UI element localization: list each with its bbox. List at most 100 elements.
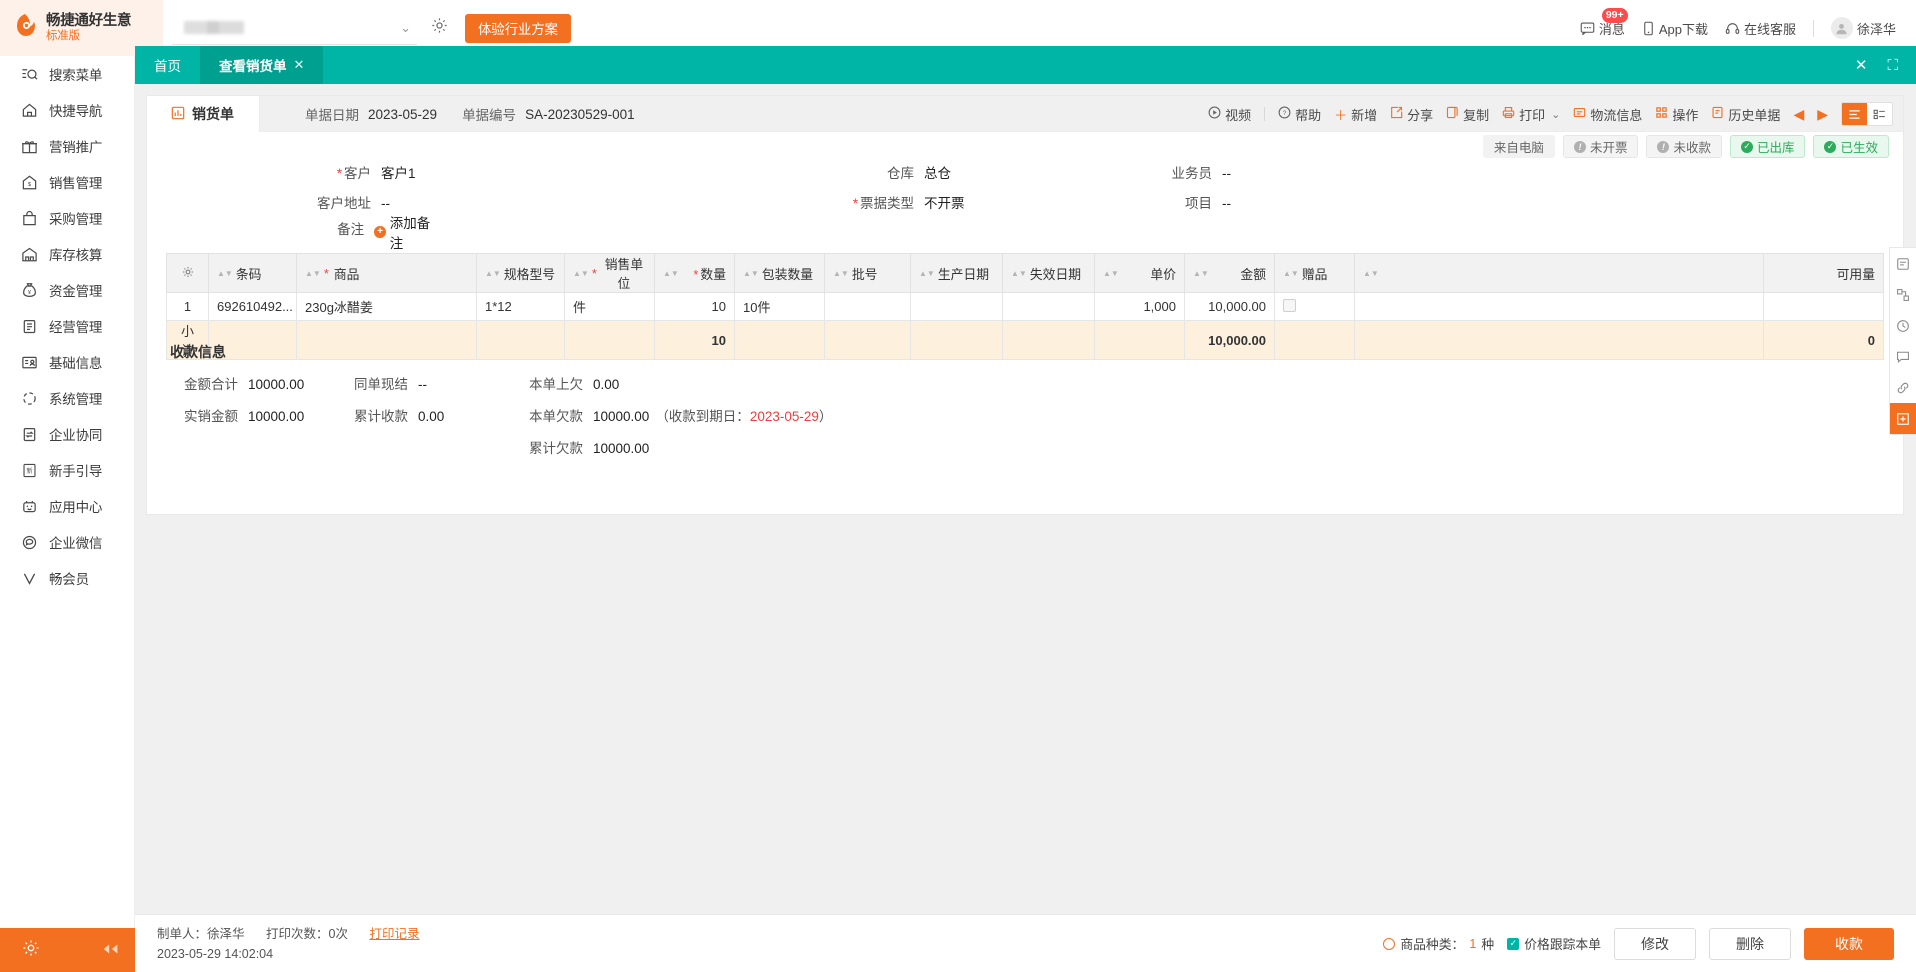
logistics-button[interactable]: 物流信息	[1573, 105, 1642, 124]
column-header-product[interactable]: ▲▼ * 商品	[296, 253, 477, 293]
trial-industry-solution-button[interactable]: 体验行业方案	[465, 13, 571, 43]
cell-barcode[interactable]: 692610492...	[208, 292, 297, 321]
clock-icon[interactable]	[1890, 310, 1916, 341]
sidebar-item-collaboration[interactable]: 企业协同	[0, 416, 134, 452]
column-header-spec[interactable]: ▲▼ 规格型号	[476, 253, 565, 293]
sidebar-item-purchase[interactable]: 采购管理	[0, 200, 134, 236]
sort-icon[interactable]: ▲▼	[1011, 268, 1027, 278]
prev-document-icon[interactable]: ◀	[1793, 105, 1805, 122]
messages-entry[interactable]: 消息 99+	[1580, 7, 1628, 38]
delete-button[interactable]: 删除	[1709, 927, 1791, 960]
tab-view-sales-order[interactable]: 查看销货单 ✕	[200, 46, 324, 84]
invoice-type-field[interactable]: * 票据类型 不开票	[442, 192, 1082, 212]
modify-button[interactable]: 修改	[1614, 927, 1696, 960]
user-menu[interactable]: 徐泽华	[1830, 17, 1896, 39]
column-header-batch[interactable]: ▲▼ 批号	[824, 253, 911, 293]
cell-product[interactable]: 230g冰醋姜	[296, 292, 477, 321]
sidebar-item-operations[interactable]: 经营管理	[0, 308, 134, 344]
column-header-quantity[interactable]: ▲▼ * 数量	[654, 253, 735, 293]
sidebar-item-beginner-guide[interactable]: 新 新手引导	[0, 452, 134, 488]
card-view-icon[interactable]	[1867, 103, 1892, 125]
column-header-available[interactable]: 可用量	[1763, 253, 1884, 293]
salesman-field[interactable]: 业务员 --	[1082, 162, 1232, 182]
cell-batch[interactable]	[824, 292, 911, 321]
copy-button[interactable]: 复制	[1446, 105, 1489, 124]
form-icon[interactable]	[1890, 248, 1916, 279]
cell-extra[interactable]	[1354, 292, 1764, 321]
sort-icon[interactable]: ▲▼	[663, 268, 679, 278]
sidebar-item-member[interactable]: 畅会员	[0, 560, 134, 596]
add-note-button[interactable]: + 添加备注	[374, 212, 442, 252]
flow-icon[interactable]	[1890, 279, 1916, 310]
print-button[interactable]: 打印 ⌄	[1502, 105, 1560, 124]
sidebar-item-app-center[interactable]: 应用中心	[0, 488, 134, 524]
table-row[interactable]: 1 692610492... 230g冰醋姜 1*12 件 10 10件 1,0…	[166, 292, 1884, 321]
column-header-amount[interactable]: ▲▼ 金额	[1184, 253, 1275, 293]
sidebar-item-quick-nav[interactable]: 快捷导航	[0, 92, 134, 128]
online-service-entry[interactable]: 在线客服	[1725, 19, 1796, 38]
collapse-sidebar-icon[interactable]	[101, 943, 121, 958]
sidebar-item-sales[interactable]: $ 销售管理	[0, 164, 134, 200]
settings-gear-icon[interactable]	[182, 266, 194, 281]
add-button[interactable]: ＋ 新增	[1334, 105, 1377, 124]
note-field[interactable]: 备注 + 添加备注	[147, 212, 442, 252]
sidebar-item-fund[interactable]: ¥ 资金管理	[0, 272, 134, 308]
sort-icon[interactable]: ▲▼	[217, 268, 233, 278]
sort-icon[interactable]: ▲▼	[305, 268, 321, 278]
cell-production-date[interactable]	[910, 292, 1003, 321]
warehouse-field[interactable]: 仓库 总仓	[442, 162, 1082, 182]
close-icon[interactable]: ✕	[293, 57, 305, 72]
print-records-link[interactable]: 打印记录	[369, 926, 420, 941]
list-view-icon[interactable]	[1842, 103, 1867, 125]
gear-icon[interactable]	[431, 17, 448, 39]
column-header-expiry-date[interactable]: ▲▼ 失效日期	[1002, 253, 1095, 293]
next-document-icon[interactable]: ▶	[1817, 105, 1828, 122]
cell-quantity[interactable]: 10	[654, 292, 735, 321]
link-icon[interactable]	[1890, 372, 1916, 403]
sort-icon[interactable]: ▲▼	[1363, 268, 1379, 278]
column-header-settings[interactable]	[166, 253, 209, 293]
video-button[interactable]: 视频	[1208, 105, 1251, 124]
sort-icon[interactable]: ▲▼	[1283, 268, 1299, 278]
sidebar-item-marketing[interactable]: 营销推广	[0, 128, 134, 164]
organization-selector[interactable]: ⌄	[172, 11, 417, 45]
column-header-gift[interactable]: ▲▼ 赠品	[1274, 253, 1355, 293]
close-all-icon[interactable]: ✕	[1854, 57, 1868, 74]
history-button[interactable]: 历史单据	[1711, 105, 1780, 124]
column-header-barcode[interactable]: ▲▼ 条码	[208, 253, 297, 293]
sidebar-item-wechat-work[interactable]: 企业微信	[0, 524, 134, 560]
settings-gear-icon[interactable]	[22, 939, 40, 962]
cell-expiry-date[interactable]	[1002, 292, 1095, 321]
column-header-production-date[interactable]: ▲▼ 生产日期	[910, 253, 1003, 293]
sort-icon[interactable]: ▲▼	[833, 268, 849, 278]
operations-button[interactable]: 操作	[1655, 105, 1698, 124]
chevron-down-icon[interactable]: ⌄	[1551, 108, 1561, 121]
cell-spec[interactable]: 1*12	[476, 292, 565, 321]
sidebar-item-basic-info[interactable]: 基础信息	[0, 344, 134, 380]
tab-home[interactable]: 首页	[135, 46, 200, 84]
column-header-extra[interactable]: ▲▼	[1354, 253, 1764, 293]
sort-icon[interactable]: ▲▼	[573, 268, 589, 278]
sidebar-item-search-menu[interactable]: 搜索菜单	[0, 56, 134, 92]
customer-address-field[interactable]: 客户地址 --	[147, 192, 442, 212]
sidebar-item-system[interactable]: 系统管理	[0, 380, 134, 416]
fullscreen-icon[interactable]: ⛶	[1887, 56, 1898, 74]
cell-unit-price[interactable]: 1,000	[1094, 292, 1185, 321]
project-field[interactable]: 项目 --	[1082, 192, 1231, 212]
column-header-unit-price[interactable]: ▲▼ 单价	[1094, 253, 1185, 293]
column-header-sales-unit[interactable]: ▲▼ * 销售单位	[564, 253, 655, 293]
chevron-down-icon[interactable]: ⌄	[400, 19, 411, 35]
help-button[interactable]: ? 帮助	[1278, 105, 1321, 124]
price-tracking-toggle[interactable]: ✓ 价格跟踪本单	[1507, 934, 1601, 953]
gift-checkbox[interactable]	[1283, 298, 1296, 312]
share-button[interactable]: 分享	[1390, 105, 1433, 124]
sort-icon[interactable]: ▲▼	[919, 268, 935, 278]
receive-payment-button[interactable]: 收款	[1804, 927, 1894, 960]
sort-icon[interactable]: ▲▼	[1193, 268, 1209, 278]
cell-gift[interactable]	[1274, 292, 1355, 321]
sidebar-item-inventory[interactable]: 库存核算	[0, 236, 134, 272]
cell-amount[interactable]: 10,000.00	[1184, 292, 1275, 321]
cell-pack-quantity[interactable]: 10件	[734, 292, 825, 321]
sort-icon[interactable]: ▲▼	[743, 268, 759, 278]
app-download-entry[interactable]: App下载	[1642, 19, 1708, 38]
